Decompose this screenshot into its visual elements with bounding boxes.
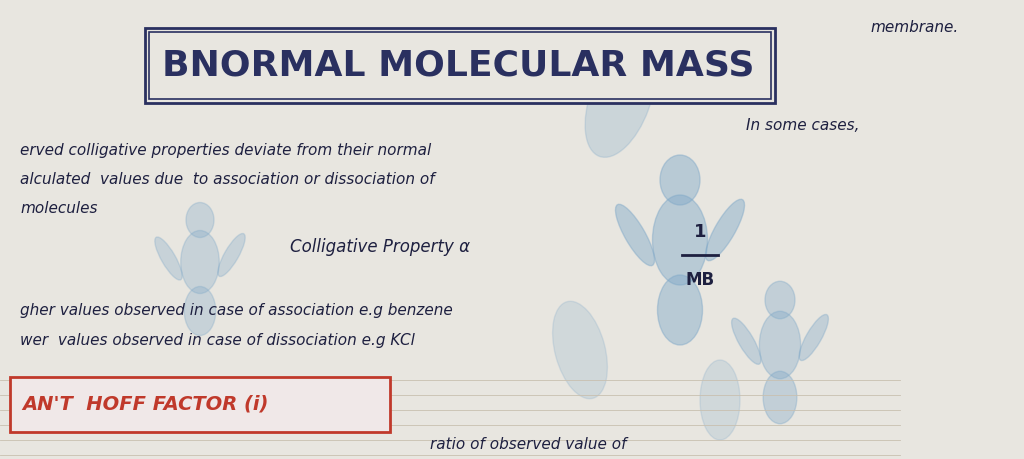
Text: wer  values observed in case of dissociation e.g KCl: wer values observed in case of dissociat…	[20, 333, 415, 348]
Ellipse shape	[731, 318, 761, 364]
Ellipse shape	[186, 202, 214, 237]
Ellipse shape	[760, 311, 801, 379]
Text: gher values observed in case of association e.g benzene: gher values observed in case of associat…	[20, 303, 453, 318]
Text: 1: 1	[693, 223, 707, 241]
FancyBboxPatch shape	[10, 377, 390, 432]
Ellipse shape	[657, 275, 702, 345]
Text: membrane.: membrane.	[870, 20, 958, 35]
Ellipse shape	[765, 281, 795, 319]
FancyBboxPatch shape	[145, 28, 775, 103]
Ellipse shape	[660, 155, 700, 205]
Ellipse shape	[218, 234, 245, 276]
Ellipse shape	[763, 371, 797, 424]
Ellipse shape	[181, 230, 219, 293]
Text: In some cases,: In some cases,	[746, 118, 860, 133]
Ellipse shape	[585, 43, 655, 157]
Ellipse shape	[799, 314, 828, 360]
Text: molecules: molecules	[20, 201, 97, 216]
Ellipse shape	[155, 237, 182, 280]
Ellipse shape	[700, 360, 740, 440]
Text: AN'T  HOFF FACTOR (i): AN'T HOFF FACTOR (i)	[22, 394, 268, 414]
Text: MB: MB	[685, 271, 715, 289]
Text: BNORMAL MOLECULAR MASS: BNORMAL MOLECULAR MASS	[162, 48, 755, 82]
Text: Colligative Property α: Colligative Property α	[290, 238, 470, 256]
Text: erved colligative properties deviate from their normal: erved colligative properties deviate fro…	[20, 143, 431, 158]
Text: ratio of observed value of: ratio of observed value of	[430, 437, 627, 452]
Ellipse shape	[652, 195, 708, 285]
Ellipse shape	[615, 204, 654, 266]
Ellipse shape	[553, 301, 607, 399]
Ellipse shape	[184, 286, 216, 336]
Ellipse shape	[706, 199, 744, 261]
Text: alculated  values due  to association or dissociation of: alculated values due to association or d…	[20, 172, 434, 187]
